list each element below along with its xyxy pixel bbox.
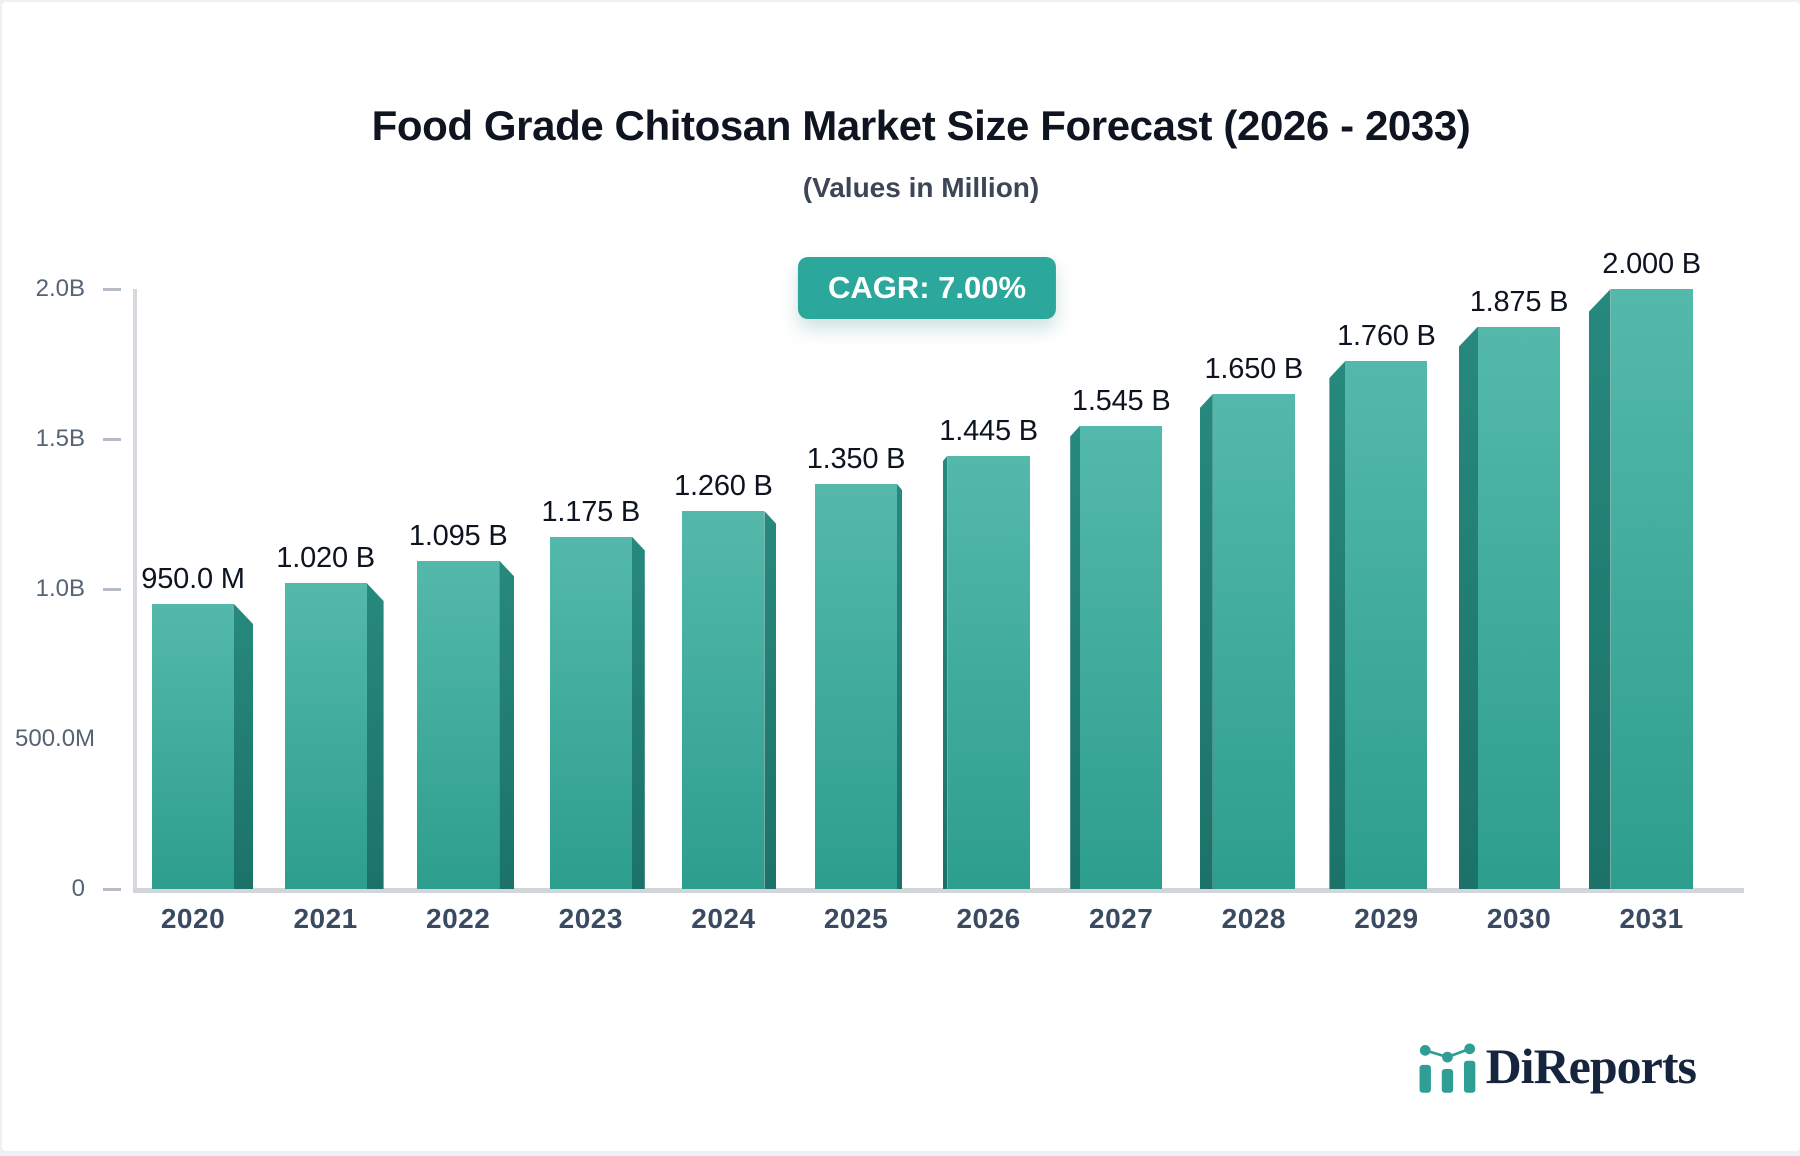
x-axis-label: 2030 [1486,903,1552,934]
logo-chart-icon [1419,1043,1475,1093]
bar-value-label: 2.000 B [1602,248,1701,280]
bar-side-face [1329,361,1346,889]
chart-subtitle: (Values in Million) [802,172,1040,203]
direports-logo: DiReports [1418,1038,1697,1098]
x-axis-label: 2031 [1619,903,1684,934]
y-axis-tick [103,588,121,591]
bar [1478,326,1560,889]
y-axis-label: 0 [71,875,85,902]
bar [152,604,234,889]
bar-side-face [631,536,645,889]
x-axis-label: 2029 [1354,903,1419,934]
bar-side-face [234,604,253,889]
x-axis-label: 2028 [1221,903,1286,934]
bar-value-label: 1.260 B [674,470,773,502]
bar-value-label: 1.020 B [276,542,375,574]
chart-title: Food Grade Chitosan Market Size Forecast… [371,102,1471,149]
bar-side-face [764,511,777,889]
x-axis-label: 2027 [1089,903,1154,934]
bar-side-face [942,455,948,889]
bar [1212,394,1295,889]
chart-header: Food Grade Chitosan Market Size Forecast… [2,102,1800,204]
bar-side-face [1588,289,1611,889]
bar [1610,289,1693,889]
bar-side-face [1199,394,1213,889]
y-axis-label: 1.5B [35,425,85,452]
bar-value-label: 1.650 B [1204,353,1304,385]
bar-value-label: 1.175 B [541,495,641,528]
bar-side-face [897,484,902,889]
y-axis-label: 2.0B [35,275,85,302]
bar-value-label: 1.350 B [806,443,906,475]
bar [417,560,500,889]
y-axis-tick [103,888,121,891]
bar-side-face [499,560,515,889]
y-axis-label: 1.0B [35,575,85,602]
bar-side-face [1070,425,1081,889]
x-axis-label: 2022 [426,903,491,934]
bar-value-label: 950.0 M [141,563,245,595]
x-axis-label: 2020 [160,903,226,934]
bar-value-label: 1.760 B [1337,320,1436,352]
logo-text: DiReports [1485,1038,1697,1094]
x-axis-label: 2025 [823,903,889,934]
cagr-badge: CAGR: 7.00% [797,257,1057,319]
x-axis-line [133,888,1744,893]
bar [682,511,765,889]
bar-value-label: 1.545 B [1071,384,1171,417]
bar [1080,425,1163,889]
bar-side-face [366,583,384,889]
y-axis-label: 500.0M [15,725,96,752]
x-axis-label: 2024 [691,903,756,934]
bar-value-label: 1.875 B [1469,285,1569,318]
bar-side-face [1459,326,1478,889]
bar-value-label: 1.445 B [939,414,1038,447]
x-axis-label: 2026 [956,903,1021,934]
y-axis-line [133,289,137,893]
y-axis-tick [103,288,121,291]
bar [815,484,897,889]
x-axis-label: 2023 [558,903,623,934]
x-axis-label: 2021 [293,903,358,934]
bar [947,455,1030,889]
bar-value-label: 1.095 B [408,519,508,552]
bar [284,583,367,889]
bar [1345,361,1428,889]
bar [549,536,632,889]
y-axis-tick [103,438,121,441]
